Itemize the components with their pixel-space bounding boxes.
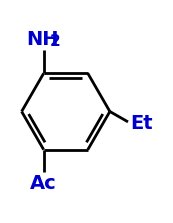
Text: Ac: Ac — [30, 174, 57, 193]
Text: Et: Et — [130, 114, 152, 133]
Text: NH: NH — [27, 30, 59, 49]
Text: 2: 2 — [50, 34, 61, 49]
